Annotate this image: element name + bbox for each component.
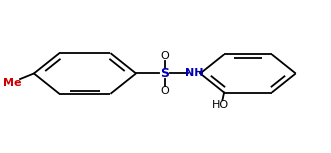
Text: Me: Me (3, 78, 22, 88)
Text: HO: HO (212, 100, 229, 110)
Text: S: S (160, 67, 169, 80)
Text: O: O (160, 51, 169, 61)
Text: O: O (160, 86, 169, 96)
Text: NH: NH (185, 69, 204, 78)
